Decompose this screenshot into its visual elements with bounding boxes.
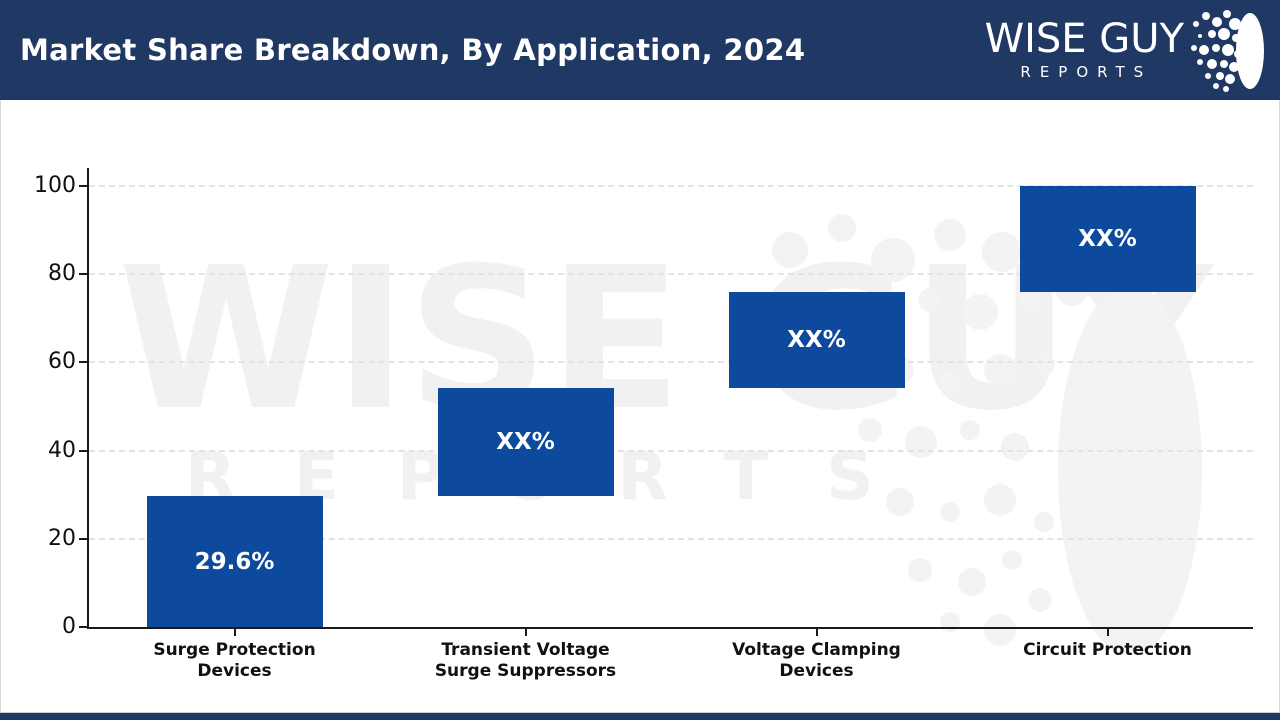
bar-value-label: 29.6% [194, 548, 275, 575]
gridline-80 [89, 273, 1253, 276]
bar-value-label: XX% [496, 429, 555, 456]
header: Market Share Breakdown, By Application, … [0, 0, 1280, 100]
y-axis-tick-label: 40 [48, 437, 76, 463]
footer-bar [0, 713, 1280, 720]
y-axis-tick-mark [79, 361, 87, 364]
y-axis-tick-label: 20 [48, 525, 76, 551]
page-title: Market Share Breakdown, By Application, … [20, 33, 806, 67]
bar-2: XX% [437, 387, 614, 497]
gridline-60 [89, 361, 1253, 364]
y-axis-tick-mark [79, 449, 87, 452]
x-axis-category-label: Voltage Clamping Devices [732, 640, 901, 681]
y-axis-tick-mark [79, 185, 87, 187]
bar-3: XX% [728, 291, 905, 388]
bar-value-label: XX% [787, 326, 846, 353]
x-axis-category-label: Circuit Protection [1023, 640, 1192, 660]
y-axis [87, 168, 89, 629]
x-axis [87, 627, 1253, 629]
y-axis-tick-mark [79, 626, 87, 628]
bar-4: XX% [1019, 186, 1196, 292]
gridline-40 [89, 449, 1253, 452]
bar-value-label: XX% [1078, 225, 1137, 252]
logo-subtitle: REPORTS [1020, 63, 1153, 81]
gridline-100 [89, 185, 1253, 187]
y-axis-tick-mark [79, 273, 87, 276]
x-axis-tick-mark [1106, 629, 1109, 636]
wiseguy-logo: WISE GUY REPORTS [985, 6, 1266, 94]
y-axis-tick-label: 80 [48, 261, 76, 287]
bar-1: 29.6% [146, 496, 323, 627]
y-axis-tick-label: 100 [34, 173, 76, 198]
logo-wordmark: WISE GUY [984, 16, 1184, 62]
footer-divider [0, 712, 1280, 713]
y-axis-tick-mark [79, 537, 87, 540]
left-border [0, 100, 1, 712]
y-axis-tick-label: 60 [48, 349, 76, 375]
logo-head-icon [1191, 10, 1264, 92]
gridline-20 [89, 537, 1253, 540]
y-axis-tick-label: 0 [62, 614, 76, 639]
x-axis-tick-mark [233, 629, 236, 636]
x-axis-category-label: Transient Voltage Surge Suppressors [434, 640, 617, 681]
x-axis-tick-mark [524, 629, 527, 636]
x-axis-tick-mark [815, 629, 818, 636]
x-axis-category-label: Surge Protection Devices [153, 640, 316, 681]
